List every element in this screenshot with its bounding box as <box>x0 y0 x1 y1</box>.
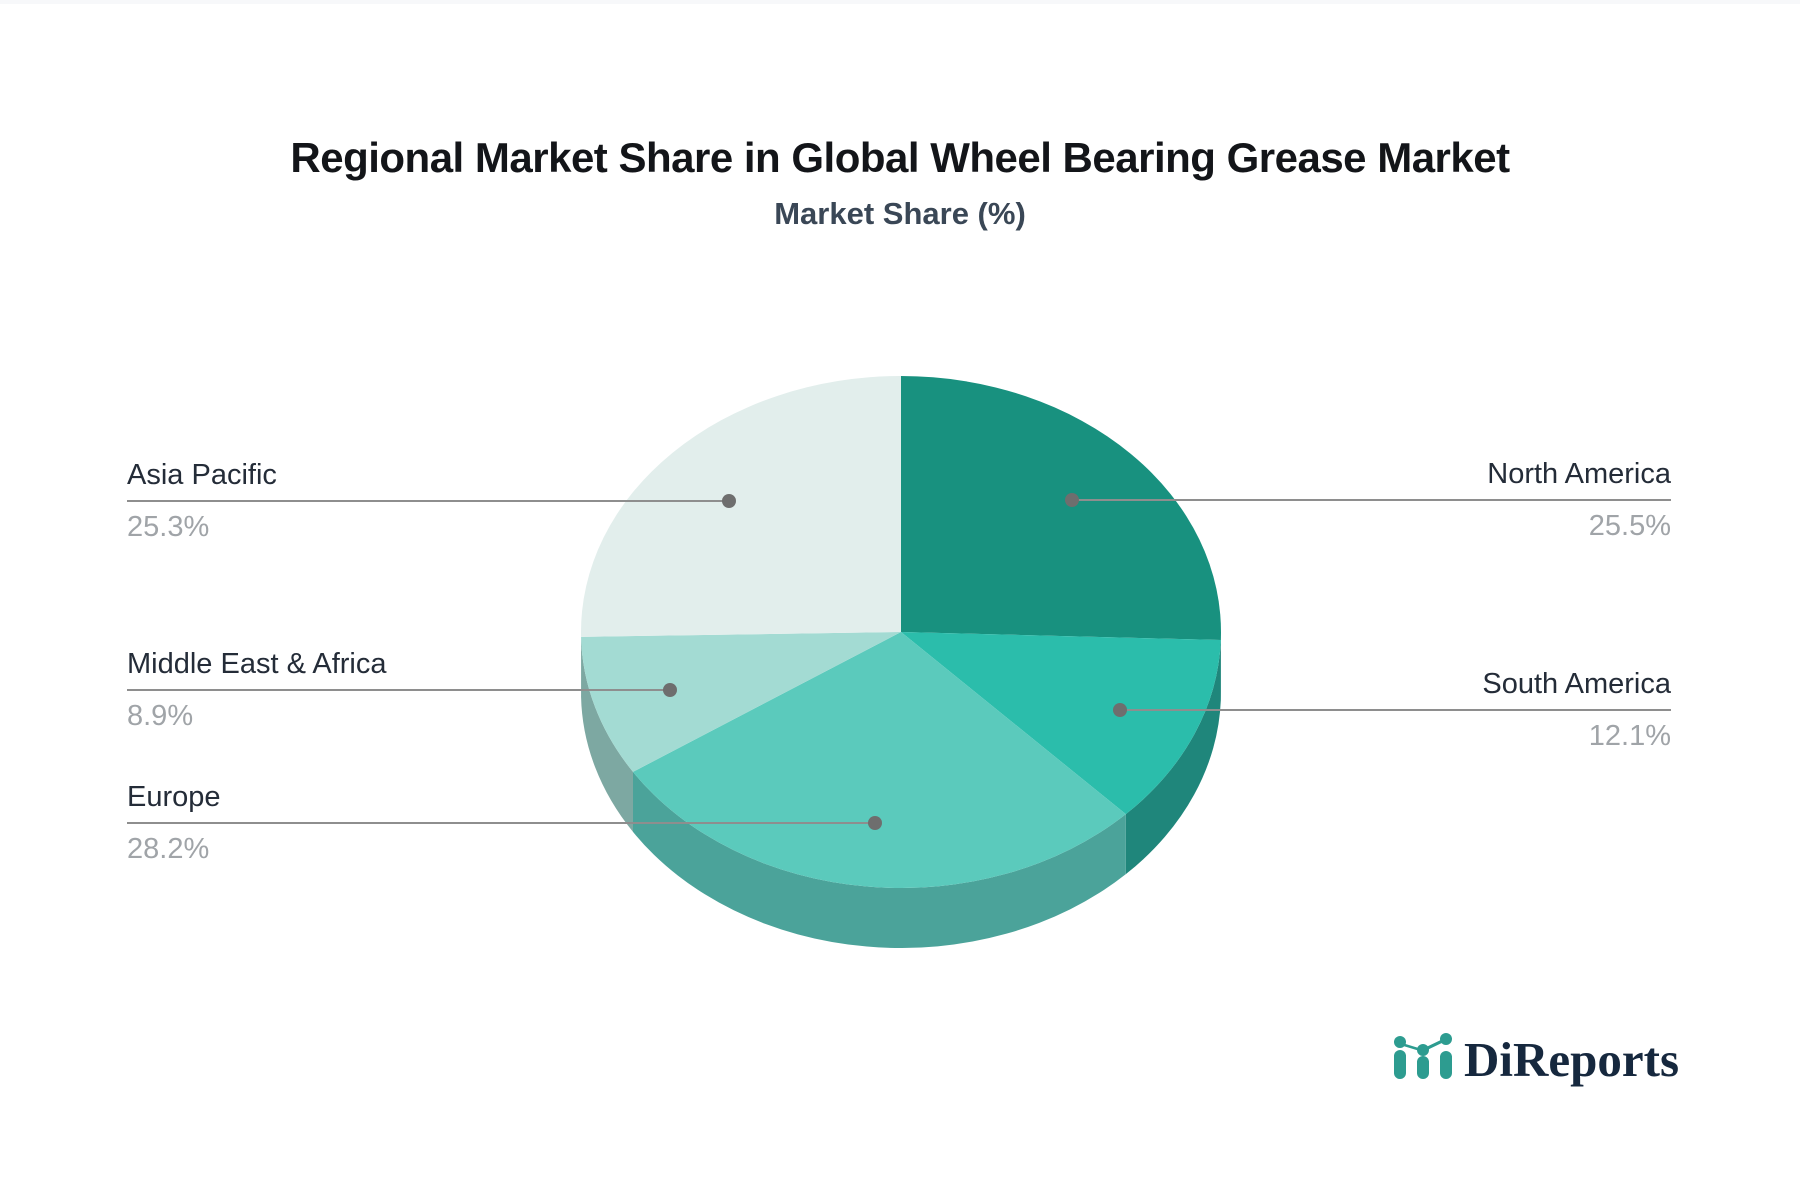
pie-slice-south-america[interactable] <box>901 632 1221 815</box>
pie-side-europe <box>632 771 1126 949</box>
bar-chart-sparkline-icon <box>1394 1033 1452 1079</box>
leader-dot-europe <box>868 816 882 830</box>
chart-subtitle: Market Share (%) <box>774 196 1026 231</box>
slice-percent-text: 25.5% <box>1588 510 1671 542</box>
pie-slice-asia-pacific[interactable] <box>581 376 901 637</box>
slice-label-text: Asia Pacific <box>127 459 277 491</box>
slice-label-text: South America <box>1482 668 1671 700</box>
pie-slice-north-america[interactable] <box>901 376 1221 641</box>
callout-europe: Europe 28.2% <box>127 779 221 867</box>
top-strip <box>0 0 1800 4</box>
leader-dot-asia-pacific <box>722 494 736 508</box>
callout-asia-pacific: Asia Pacific 25.3% <box>127 457 277 545</box>
callout-leader-lines <box>127 493 1671 830</box>
slice-percent-text: 8.9% <box>127 700 194 732</box>
slice-percent-text: 12.1% <box>1588 720 1671 752</box>
slice-label-text: North America <box>1487 458 1671 490</box>
slice-label-text: Europe <box>127 781 221 813</box>
chart-title: Regional Market Share in Global Wheel Be… <box>290 134 1510 181</box>
leader-dot-middle-east-africa <box>663 683 677 697</box>
pie-slice-middle-east-africa[interactable] <box>581 632 901 772</box>
callout-south-america: South America 12.1% <box>1482 666 1671 754</box>
callout-north-america: North America 25.5% <box>1487 456 1671 544</box>
slice-percent-text: 25.3% <box>127 511 210 543</box>
logo-text: DiReports <box>1464 1032 1680 1087</box>
pie-slice-europe[interactable] <box>632 632 1126 889</box>
slice-label-text: Middle East & Africa <box>127 648 387 680</box>
pie-chart <box>581 376 1221 949</box>
leader-dot-south-america <box>1113 703 1127 717</box>
direports-logo: DiReports <box>1393 1032 1679 1088</box>
pie-side-middle-east-africa <box>581 636 633 832</box>
callout-middle-east-africa: Middle East & Africa 8.9% <box>127 646 387 734</box>
pie-side-south-america <box>1125 640 1221 875</box>
leader-dot-north-america <box>1065 493 1079 507</box>
slice-percent-text: 28.2% <box>127 833 210 865</box>
